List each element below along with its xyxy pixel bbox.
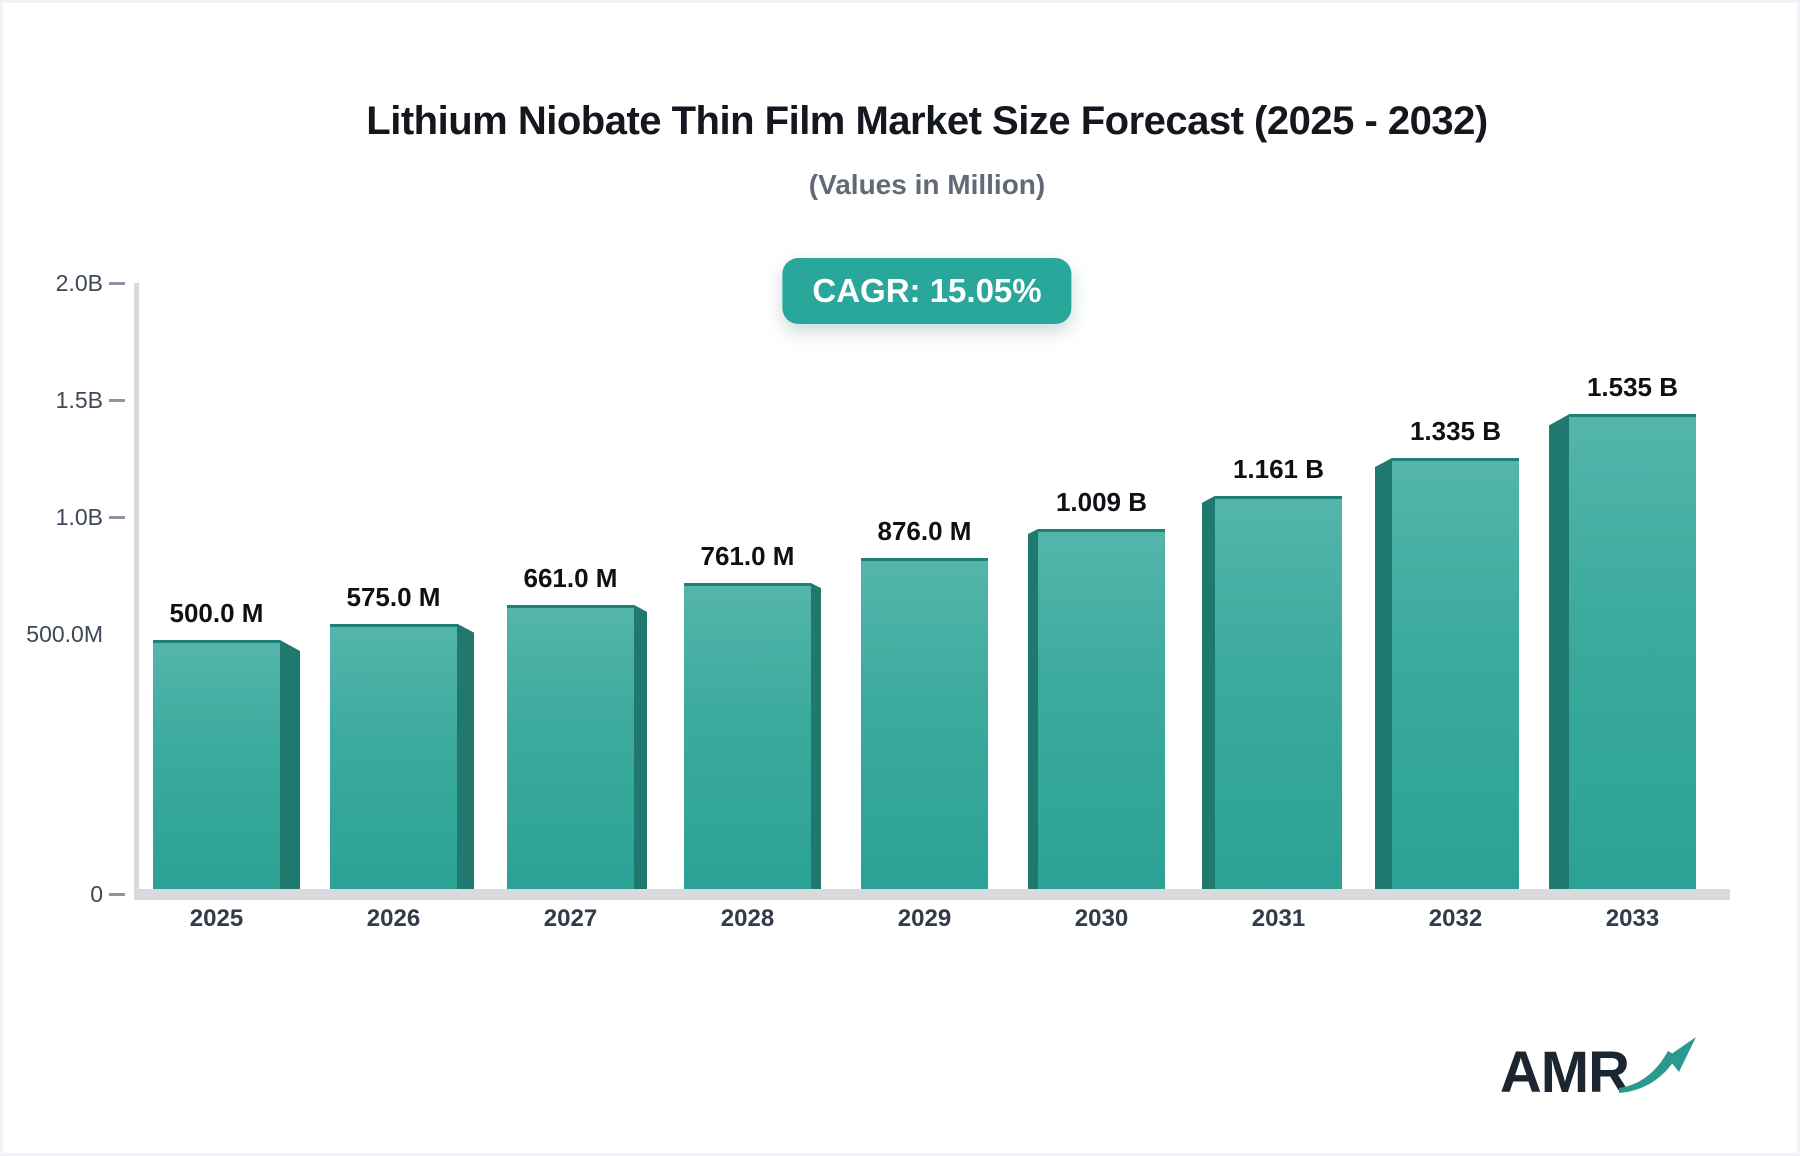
bar	[1038, 529, 1165, 889]
bar	[1392, 457, 1519, 889]
x-axis-label: 2030	[1074, 905, 1129, 932]
cagr-badge: CAGR: 15.05%	[782, 258, 1072, 324]
amr-logo-text: AMR	[1499, 1040, 1630, 1105]
y-tick-dash	[109, 515, 125, 519]
y-tick-dash	[109, 281, 125, 285]
bar	[684, 583, 811, 889]
bar-value-label: 500.0 M	[169, 598, 264, 628]
bar-value-label: 761.0 M	[700, 541, 795, 572]
y-axis-line	[134, 283, 139, 900]
bar-value-label: 1.535 B	[1586, 372, 1679, 403]
bar-value-label: 1.335 B	[1409, 415, 1502, 446]
y-tick-dash	[109, 893, 125, 896]
y-tick-dash	[109, 398, 125, 402]
y-tick-label: 1.0B	[55, 503, 103, 530]
bar-side-face-left	[1549, 414, 1569, 889]
y-tick-label: 1.5B	[55, 386, 103, 413]
bar-value-label: 1.009 B	[1055, 487, 1148, 518]
bar	[507, 604, 634, 889]
growth-arrow-icon	[1617, 1033, 1699, 1102]
bar-side-face-left	[1028, 529, 1038, 889]
bar	[330, 623, 457, 889]
y-tick-label: 500.0M	[26, 620, 103, 647]
x-axis-label: 2031	[1251, 905, 1306, 932]
chart-subtitle: (Values in Million)	[808, 169, 1046, 200]
x-axis-label: 2033	[1605, 905, 1660, 932]
bar	[153, 640, 280, 889]
chart-title: Lithium Niobate Thin Film Market Size Fo…	[366, 99, 1488, 143]
plot-area: 2.0B 1.5B 1.0B 500.0M 0 500.0 M 2025 575.0 M 202…	[3, 3, 1797, 1153]
bar-value-label: 661.0 M	[523, 562, 618, 593]
x-axis-label: 2028	[720, 905, 775, 932]
x-axis-label: 2025	[189, 905, 244, 932]
bar-side-face-right	[811, 583, 821, 889]
bar-side-face-left	[1202, 495, 1215, 889]
y-tick-label: 0	[90, 881, 103, 907]
amr-logo: AMR	[1500, 1033, 1699, 1104]
x-axis-line	[134, 889, 1730, 900]
bar-value-label: 1.161 B	[1232, 453, 1325, 484]
x-axis-label: 2032	[1428, 905, 1483, 932]
y-tick-label: 2.0B	[55, 269, 103, 296]
bar-side-face-right	[280, 640, 300, 889]
bar	[1215, 495, 1342, 889]
bar-value-label: 575.0 M	[346, 581, 441, 612]
bar-side-face-right	[634, 604, 647, 889]
bar	[861, 558, 988, 889]
bar-side-face-right	[457, 623, 474, 889]
bar-value-label: 876.0 M	[877, 516, 972, 547]
bar	[1569, 414, 1696, 889]
x-axis-label: 2026	[366, 905, 421, 932]
x-axis-label: 2029	[897, 905, 952, 932]
x-axis-label: 2027	[543, 905, 598, 932]
bar-side-face-left	[1375, 457, 1392, 889]
